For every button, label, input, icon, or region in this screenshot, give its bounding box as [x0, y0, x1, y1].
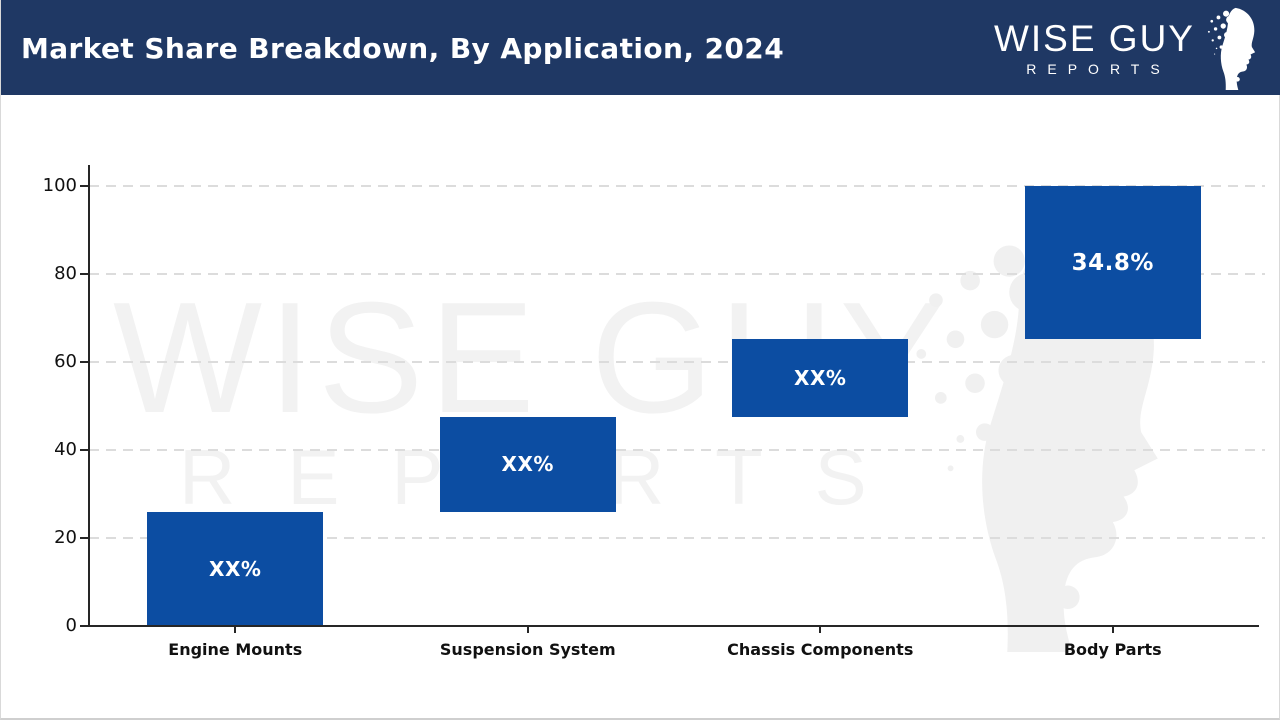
x-axis-tick	[1111, 627, 1114, 633]
y-axis-tick	[80, 185, 88, 187]
gridline-80	[89, 273, 1265, 275]
y-axis-tick	[80, 449, 88, 451]
y-axis	[88, 165, 90, 627]
y-axis-tick	[80, 361, 88, 363]
wise-guy-reports-logo: WISE GUY REPORTS	[994, 6, 1267, 90]
bar-value-label: XX%	[794, 366, 847, 391]
bar-engine-mounts: XX%	[147, 511, 324, 626]
y-axis-tick-label: 20	[54, 527, 77, 548]
bar-suspension-system: XX%	[439, 417, 616, 512]
bar-chassis-components: XX%	[732, 339, 909, 417]
y-axis-tick	[80, 273, 88, 275]
logo-text: WISE GUY REPORTS	[993, 17, 1195, 77]
x-axis-category-label: Engine Mounts	[168, 640, 303, 659]
bar-value-label: XX%	[209, 556, 262, 581]
gridline-60	[89, 361, 1265, 363]
bar-value-label: XX%	[501, 452, 554, 477]
y-axis-tick	[80, 625, 88, 627]
logo-head-icon	[1189, 6, 1267, 90]
y-axis-tick-label: 80	[54, 263, 77, 284]
x-axis-tick	[234, 627, 237, 633]
x-axis-tick	[819, 627, 822, 633]
y-axis-tick	[80, 537, 88, 539]
gridline-20	[89, 537, 1265, 539]
page-title: Market Share Breakdown, By Application, …	[21, 32, 785, 65]
y-axis-tick-label: 60	[54, 351, 77, 372]
gridline-40	[89, 449, 1265, 451]
gridline-100	[89, 185, 1265, 187]
header-bar: Market Share Breakdown, By Application, …	[1, 0, 1280, 95]
x-axis-category-label: Suspension System	[439, 640, 616, 659]
logo-wordmark: WISE GUY	[993, 17, 1195, 59]
bar-body-parts: 34.8%	[1024, 186, 1201, 340]
logo-subtext: REPORTS	[1026, 60, 1171, 77]
x-axis-category-label: Body Parts	[1063, 640, 1162, 659]
y-axis-tick-label: 40	[54, 439, 77, 460]
y-axis-tick-label: 100	[42, 175, 77, 196]
x-axis-category-label: Chassis Components	[727, 640, 914, 659]
x-axis	[88, 625, 1259, 627]
bar-value-label: 34.8%	[1071, 249, 1154, 276]
y-axis-tick-label: 0	[65, 615, 77, 636]
x-axis-tick	[526, 627, 529, 633]
